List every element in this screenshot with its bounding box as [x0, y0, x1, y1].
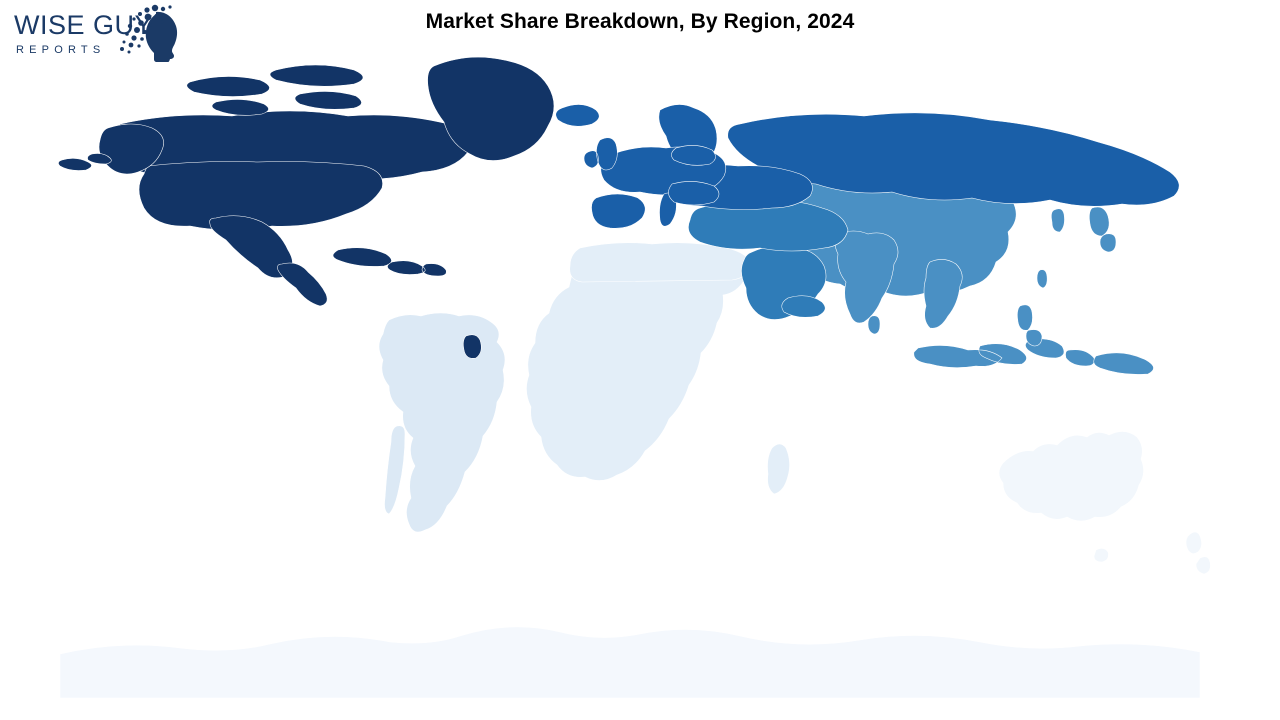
map-region-antarctica[interactable]	[59, 626, 1201, 699]
map-region-north-america[interactable]	[58, 56, 555, 359]
map-region-africa[interactable]	[526, 242, 790, 495]
chart-title: Market Share Breakdown, By Region, 2024	[425, 10, 855, 33]
head-profile-network-icon	[120, 4, 178, 62]
map-region-europe[interactable]	[555, 104, 1180, 229]
map-region-oceania[interactable]	[998, 431, 1211, 575]
world-choropleth-map[interactable]	[0, 48, 1280, 720]
map-region-middle-east[interactable]	[688, 200, 849, 320]
map-region-south-america[interactable]	[378, 312, 506, 533]
wise-guy-reports-logo[interactable]: WISE GUY REPORTS	[10, 4, 195, 62]
logo-wordmark-secondary: REPORTS	[16, 44, 105, 56]
